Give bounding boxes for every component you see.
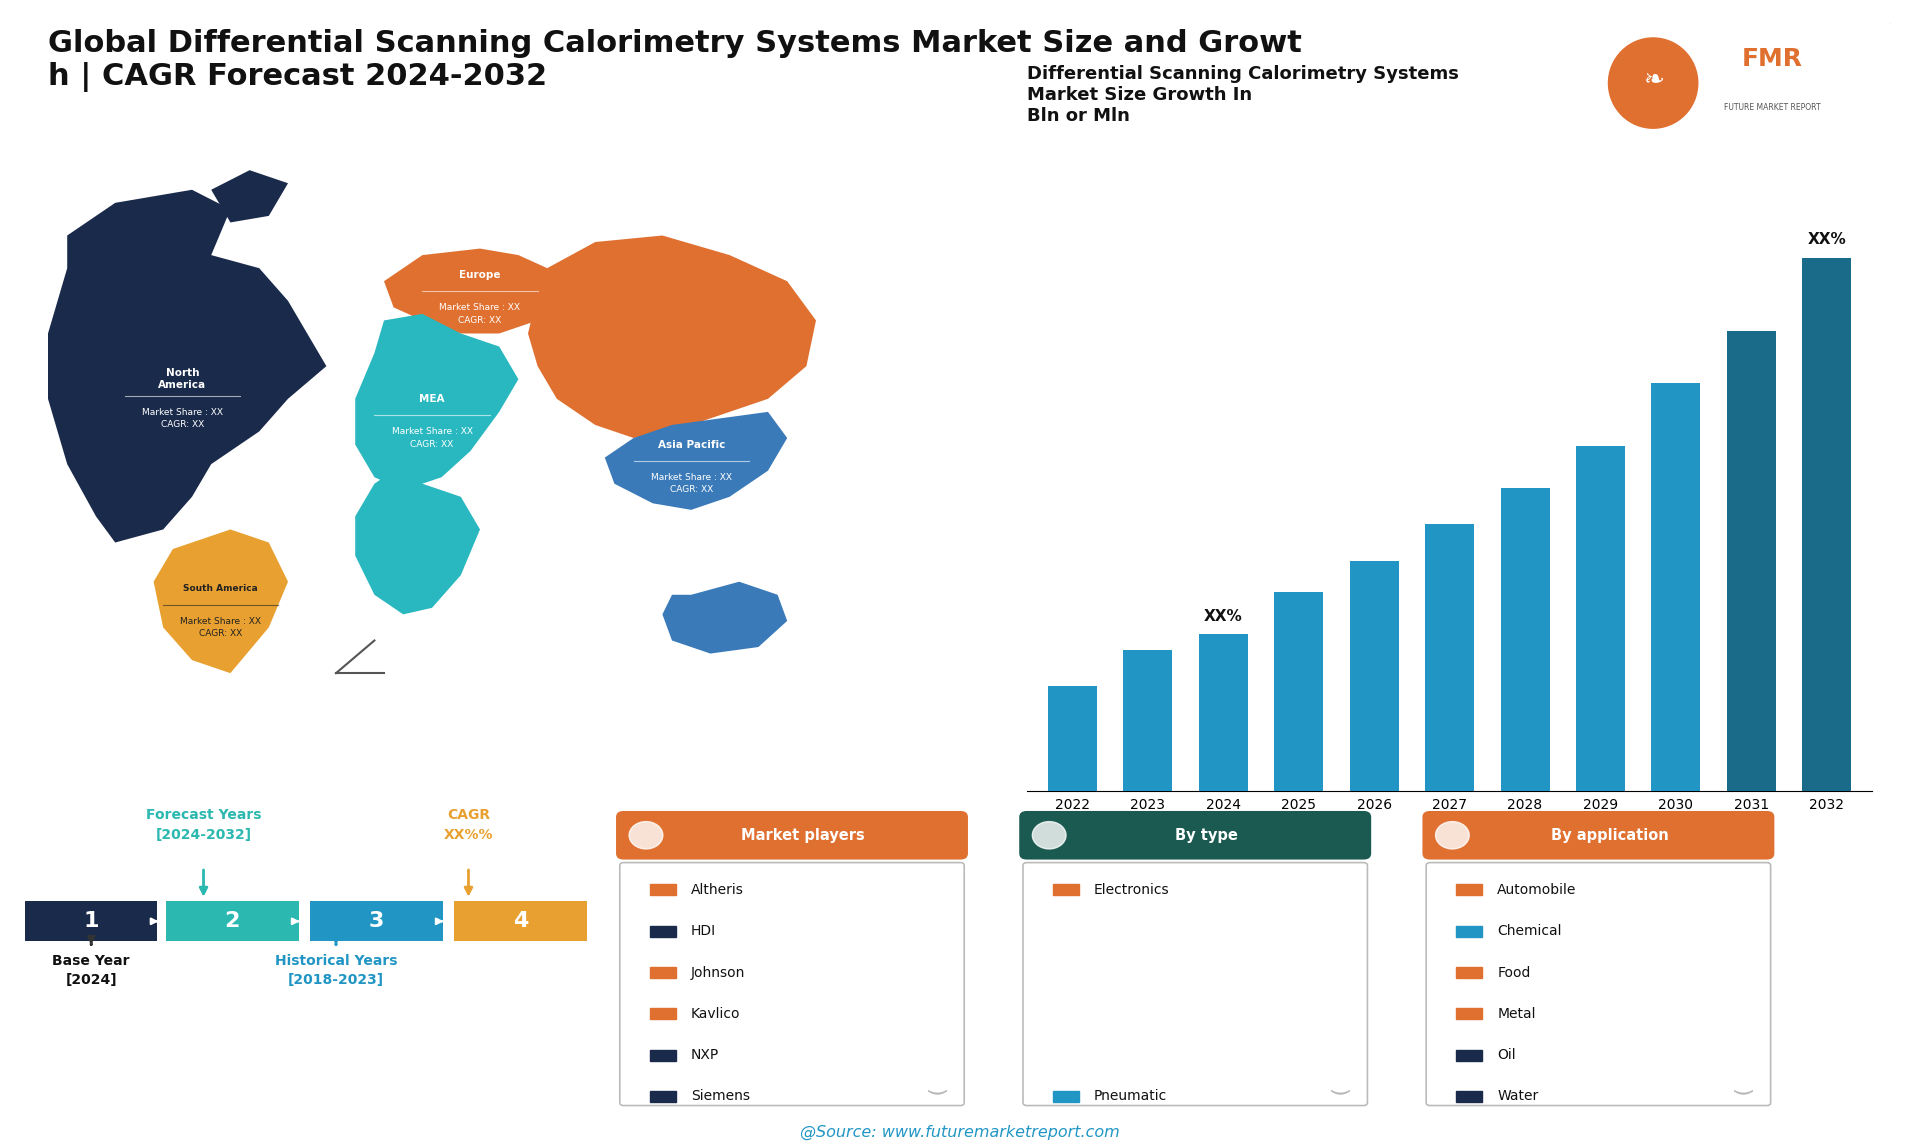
Bar xyxy=(1576,446,1624,791)
Polygon shape xyxy=(528,236,816,438)
Bar xyxy=(1651,383,1701,791)
Text: Water: Water xyxy=(1498,1090,1538,1104)
Polygon shape xyxy=(384,249,557,333)
Bar xyxy=(1275,592,1323,791)
Text: FMR: FMR xyxy=(1741,47,1803,71)
Text: @Source: www.futuremarketreport.com: @Source: www.futuremarketreport.com xyxy=(801,1125,1119,1140)
Bar xyxy=(1455,1008,1482,1019)
FancyBboxPatch shape xyxy=(1020,811,1371,860)
FancyBboxPatch shape xyxy=(309,901,442,941)
Text: XX%: XX% xyxy=(1204,609,1242,623)
Text: Kavlico: Kavlico xyxy=(691,1007,741,1021)
Circle shape xyxy=(1436,822,1469,849)
Text: Historical Years
[2018-2023]: Historical Years [2018-2023] xyxy=(275,953,397,988)
Text: Asia Pacific: Asia Pacific xyxy=(657,440,726,449)
Text: Market Share : XX
CAGR: XX: Market Share : XX CAGR: XX xyxy=(180,617,261,638)
Bar xyxy=(649,1050,676,1060)
Text: Electronics: Electronics xyxy=(1094,882,1169,897)
Text: By type: By type xyxy=(1175,827,1238,842)
Polygon shape xyxy=(355,314,518,490)
Bar xyxy=(1052,885,1079,895)
Text: 3: 3 xyxy=(369,911,384,932)
FancyBboxPatch shape xyxy=(25,901,157,941)
Bar xyxy=(1455,926,1482,936)
Text: Market Share : XX
CAGR: XX: Market Share : XX CAGR: XX xyxy=(440,304,520,324)
FancyBboxPatch shape xyxy=(1427,863,1770,1106)
Circle shape xyxy=(1609,38,1697,128)
Circle shape xyxy=(630,822,662,849)
FancyBboxPatch shape xyxy=(1023,863,1367,1106)
FancyBboxPatch shape xyxy=(620,863,964,1106)
Bar xyxy=(1455,885,1482,895)
Text: Market Share : XX
CAGR: XX: Market Share : XX CAGR: XX xyxy=(651,473,732,494)
Polygon shape xyxy=(605,411,787,510)
Text: MEA: MEA xyxy=(419,394,445,403)
Bar xyxy=(1198,634,1248,791)
Text: Market Share : XX
CAGR: XX: Market Share : XX CAGR: XX xyxy=(392,427,472,449)
Bar xyxy=(1052,1091,1079,1102)
Text: ): ) xyxy=(1730,1088,1751,1097)
Text: Differential Scanning Calorimetry Systems
Market Size Growth In
Bln or Mln: Differential Scanning Calorimetry System… xyxy=(1027,65,1459,125)
Text: ❧: ❧ xyxy=(1644,68,1663,92)
Text: Chemical: Chemical xyxy=(1498,924,1561,939)
Bar xyxy=(1048,686,1096,791)
Bar xyxy=(1455,1050,1482,1060)
Polygon shape xyxy=(355,477,480,614)
Bar xyxy=(1425,524,1475,791)
Text: South America: South America xyxy=(184,583,257,592)
Text: CAGR
XX%%: CAGR XX%% xyxy=(444,808,493,842)
Text: ): ) xyxy=(1327,1088,1348,1097)
Text: NXP: NXP xyxy=(691,1049,720,1062)
FancyBboxPatch shape xyxy=(453,901,588,941)
Text: 2: 2 xyxy=(225,911,240,932)
Bar xyxy=(1123,650,1173,791)
Bar xyxy=(649,1008,676,1019)
Text: FUTURE MARKET REPORT: FUTURE MARKET REPORT xyxy=(1724,103,1820,111)
Bar xyxy=(1350,560,1398,791)
Text: ): ) xyxy=(924,1088,945,1097)
Bar xyxy=(649,885,676,895)
Bar xyxy=(1455,1091,1482,1102)
Bar xyxy=(1726,331,1776,791)
Text: Metal: Metal xyxy=(1498,1007,1536,1021)
Text: 1: 1 xyxy=(83,911,100,932)
Bar xyxy=(1501,488,1549,791)
Text: Global Differential Scanning Calorimetry Systems Market Size and Growt
h | CAGR : Global Differential Scanning Calorimetry… xyxy=(48,29,1302,92)
Text: Food: Food xyxy=(1498,966,1530,980)
Text: Europe: Europe xyxy=(459,269,501,280)
Text: Market players: Market players xyxy=(741,827,866,842)
Text: Pneumatic: Pneumatic xyxy=(1094,1090,1167,1104)
Text: XX%: XX% xyxy=(1807,233,1847,248)
Polygon shape xyxy=(211,170,288,222)
Text: Market Share : XX
CAGR: XX: Market Share : XX CAGR: XX xyxy=(142,408,223,429)
Bar xyxy=(649,926,676,936)
FancyBboxPatch shape xyxy=(1423,811,1774,860)
Text: Siemens: Siemens xyxy=(691,1090,751,1104)
Text: Johnson: Johnson xyxy=(691,966,745,980)
Polygon shape xyxy=(154,529,288,673)
Text: By application: By application xyxy=(1551,827,1668,842)
Circle shape xyxy=(1033,822,1066,849)
Text: North
America: North America xyxy=(157,368,207,390)
Text: Automobile: Automobile xyxy=(1498,882,1576,897)
FancyBboxPatch shape xyxy=(616,811,968,860)
FancyBboxPatch shape xyxy=(165,901,300,941)
Polygon shape xyxy=(48,190,326,542)
Bar xyxy=(1803,258,1851,791)
Bar xyxy=(1455,967,1482,978)
Polygon shape xyxy=(662,582,787,653)
Bar xyxy=(649,967,676,978)
Text: Forecast Years
[2024-2032]: Forecast Years [2024-2032] xyxy=(146,808,261,842)
FancyBboxPatch shape xyxy=(1592,22,1893,144)
Text: Altheris: Altheris xyxy=(691,882,743,897)
Text: HDI: HDI xyxy=(691,924,716,939)
Text: Oil: Oil xyxy=(1498,1049,1517,1062)
Bar xyxy=(649,1091,676,1102)
Text: Base Year
[2024]: Base Year [2024] xyxy=(52,953,131,988)
Text: 4: 4 xyxy=(513,911,528,932)
